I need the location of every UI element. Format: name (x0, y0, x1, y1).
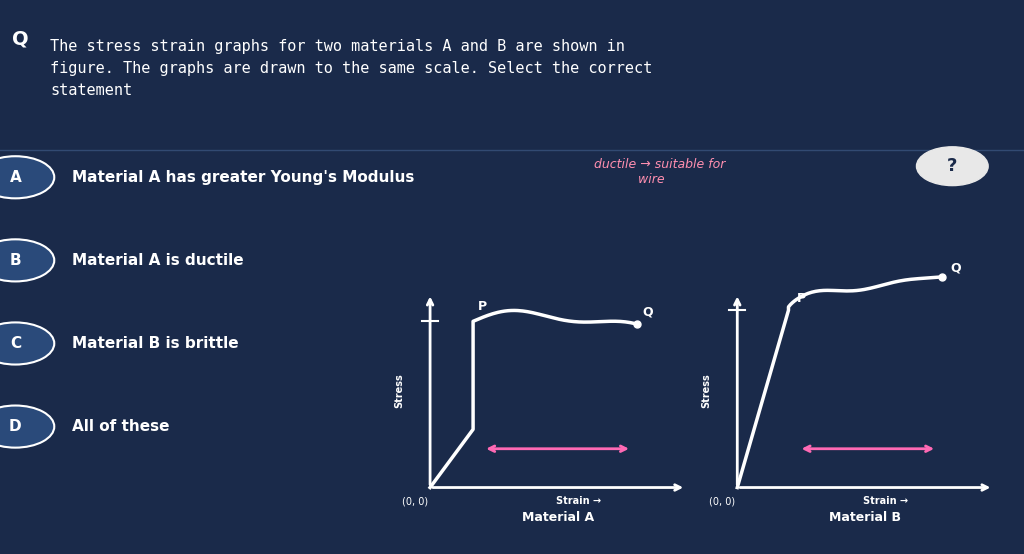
Text: Material A: Material A (522, 511, 594, 525)
Text: (0, 0): (0, 0) (709, 496, 735, 506)
Text: Stress: Stress (394, 373, 404, 408)
Text: (0, 0): (0, 0) (401, 496, 428, 506)
Text: Material A is ductile: Material A is ductile (72, 253, 244, 268)
Text: All of these: All of these (72, 419, 169, 434)
Text: C: C (10, 336, 20, 351)
Text: Stress: Stress (701, 373, 712, 408)
Text: Strain →: Strain → (556, 496, 601, 506)
Text: Material A has greater Young's Modulus: Material A has greater Young's Modulus (72, 170, 414, 185)
Text: Strain →: Strain → (863, 496, 908, 506)
Text: B: B (9, 253, 22, 268)
Text: Material B is brittle: Material B is brittle (72, 336, 239, 351)
Text: D: D (9, 419, 22, 434)
Text: Q: Q (950, 261, 961, 274)
Text: ductile → suitable for
           wire: ductile → suitable for wire (594, 158, 725, 186)
Text: Material B: Material B (829, 511, 901, 525)
Text: Q: Q (12, 29, 29, 48)
Circle shape (0, 322, 54, 365)
Text: A: A (9, 170, 22, 185)
Text: The stress strain graphs for two materials A and B are shown in
figure. The grap: The stress strain graphs for two materia… (50, 39, 652, 98)
Circle shape (916, 147, 988, 186)
Circle shape (0, 239, 54, 281)
Text: P: P (797, 292, 806, 305)
Circle shape (0, 156, 54, 198)
Text: ?: ? (947, 157, 957, 175)
Text: P: P (478, 300, 487, 313)
Circle shape (0, 406, 54, 448)
Text: Q: Q (642, 306, 652, 319)
